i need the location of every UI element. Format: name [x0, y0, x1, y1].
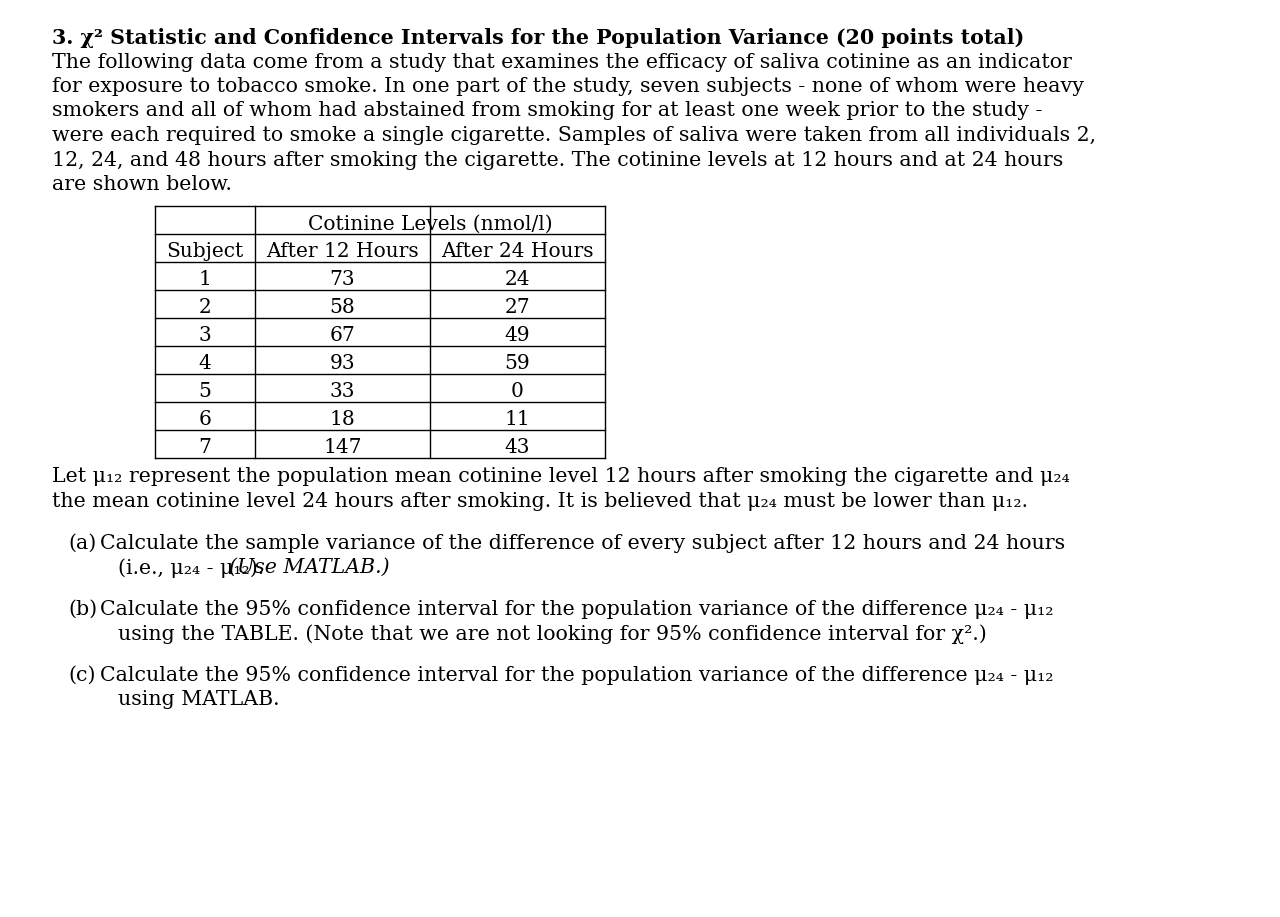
Text: Subject: Subject: [166, 242, 243, 261]
Text: 33: 33: [330, 382, 356, 402]
Text: 147: 147: [324, 438, 362, 458]
Text: are shown below.: are shown below.: [52, 175, 232, 194]
Text: The following data come from a study that examines the efficacy of saliva cotini: The following data come from a study tha…: [52, 52, 1071, 72]
Text: using the TABLE. (Note that we are not looking for 95% confidence interval for χ: using the TABLE. (Note that we are not l…: [118, 624, 987, 644]
Text: 3. χ² Statistic and Confidence Intervals for the Population Variance (20 points : 3. χ² Statistic and Confidence Intervals…: [52, 28, 1024, 48]
Text: using MATLAB.: using MATLAB.: [118, 691, 279, 710]
Text: Calculate the 95% confidence interval for the population variance of the differe: Calculate the 95% confidence interval fo…: [100, 666, 1053, 685]
Text: 2: 2: [198, 298, 211, 317]
Text: 67: 67: [330, 326, 356, 346]
Text: 49: 49: [504, 326, 530, 346]
Text: 6: 6: [198, 411, 211, 429]
Text: (i.e., μ₂₄ - μ₁₂).: (i.e., μ₂₄ - μ₁₂).: [118, 558, 270, 578]
Text: smokers and all of whom had abstained from smoking for at least one week prior t: smokers and all of whom had abstained fr…: [52, 102, 1042, 120]
Text: 1: 1: [198, 271, 211, 290]
Text: 93: 93: [330, 355, 356, 373]
Text: 7: 7: [198, 438, 211, 458]
Text: 12, 24, and 48 hours after smoking the cigarette. The cotinine levels at 12 hour: 12, 24, and 48 hours after smoking the c…: [52, 150, 1064, 170]
Text: After 12 Hours: After 12 Hours: [266, 242, 419, 261]
Text: (Use MATLAB.): (Use MATLAB.): [229, 558, 390, 577]
Text: 4: 4: [198, 355, 211, 373]
Text: 11: 11: [504, 411, 530, 429]
Text: 43: 43: [504, 438, 530, 458]
Text: 73: 73: [330, 271, 356, 290]
Text: 5: 5: [198, 382, 211, 402]
Text: Calculate the sample variance of the difference of every subject after 12 hours : Calculate the sample variance of the dif…: [100, 534, 1065, 553]
Text: 58: 58: [330, 298, 356, 317]
Text: Calculate the 95% confidence interval for the population variance of the differe: Calculate the 95% confidence interval fo…: [100, 600, 1053, 619]
Text: (a): (a): [68, 534, 96, 553]
Text: 27: 27: [504, 298, 530, 317]
Text: After 24 Hours: After 24 Hours: [442, 242, 594, 261]
Text: Let μ₁₂ represent the population mean cotinine level 12 hours after smoking the : Let μ₁₂ represent the population mean co…: [52, 468, 1070, 487]
Text: 0: 0: [511, 382, 524, 402]
Text: were each required to smoke a single cigarette. Samples of saliva were taken fro: were each required to smoke a single cig…: [52, 126, 1096, 145]
Text: 3: 3: [198, 326, 211, 346]
Text: 18: 18: [330, 411, 356, 429]
Text: for exposure to tobacco smoke. In one part of the study, seven subjects - none o: for exposure to tobacco smoke. In one pa…: [52, 77, 1084, 96]
Text: (c): (c): [68, 666, 96, 685]
Text: 24: 24: [504, 271, 530, 290]
Text: (b): (b): [68, 600, 97, 619]
Text: 59: 59: [504, 355, 530, 373]
Text: Cotinine Levels (nmol/l): Cotinine Levels (nmol/l): [307, 215, 552, 234]
Text: the mean cotinine level 24 hours after smoking. It is believed that μ₂₄ must be : the mean cotinine level 24 hours after s…: [52, 492, 1028, 511]
